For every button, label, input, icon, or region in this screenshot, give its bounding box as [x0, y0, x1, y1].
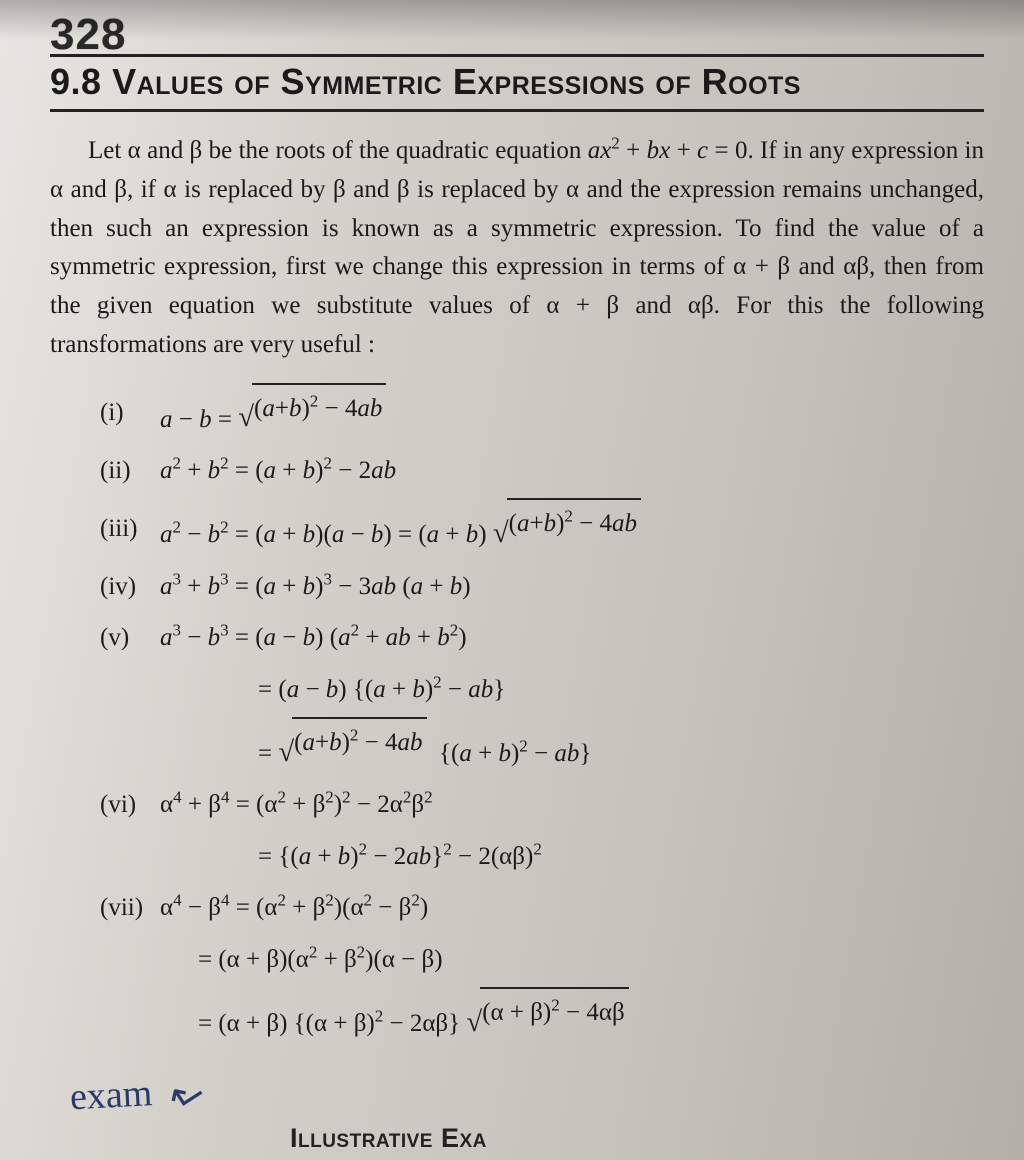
handwritten-annotation: exam ↲ — [69, 1068, 203, 1124]
formula-marker: (vii) — [100, 884, 160, 932]
formula-body: α4 + β4 = (α2 + β2)2 − 2α2β2 — [160, 781, 433, 829]
formula-list: (i) a − b = √(a+b)2 − 4ab (ii) a2 + b2 =… — [50, 383, 984, 1048]
formula-marker: (i) — [100, 389, 160, 437]
formula-vi: (vi) α4 + β4 = (α2 + β2)2 − 2α2β2 — [100, 781, 984, 829]
formula-body: = (α + β)(α2 + β2)(α − β) — [160, 936, 443, 984]
section-number: 9.8 — [50, 61, 102, 102]
page-number-rule — [50, 54, 984, 57]
formula-marker: (iv) — [100, 563, 160, 611]
section-heading: 9.8 Values of Symmetric Expressions of R… — [50, 61, 984, 112]
formula-iii: (iii) a2 − b2 = (a + b)(a − b) = (a + b)… — [100, 498, 984, 558]
formula-v-cont2: = √(a+b)2 − 4ab {(a + b)2 − ab} — [100, 717, 984, 777]
hand-arrow-icon: ↲ — [156, 1067, 214, 1121]
formula-marker: (vi) — [100, 781, 160, 829]
textbook-page: 328 9.8 Values of Symmetric Expressions … — [0, 0, 1024, 1160]
formula-marker: (iii) — [100, 505, 160, 553]
formula-body: a2 + b2 = (a + b)2 − 2ab — [160, 447, 396, 495]
formula-body: a − b = √(a+b)2 − 4ab — [160, 383, 386, 443]
formula-body: = {(a + b)2 − 2ab}2 − 2(αβ)2 — [160, 833, 542, 881]
intro-text: Let α and β be the roots of the quadrati… — [50, 137, 984, 358]
formula-body: = (a − b) {(a + b)2 − ab} — [160, 666, 505, 714]
formula-i: (i) a − b = √(a+b)2 − 4ab — [100, 383, 984, 443]
formula-ii: (ii) a2 + b2 = (a + b)2 − 2ab — [100, 447, 984, 495]
formula-marker: (v) — [100, 614, 160, 662]
formula-marker: (ii) — [100, 447, 160, 495]
formula-vii-cont1: = (α + β)(α2 + β2)(α − β) — [100, 936, 984, 984]
formula-v: (v) a3 − b3 = (a − b) (a2 + ab + b2) — [100, 614, 984, 662]
section-title-text: Values of Symmetric Expressions of Roots — [112, 61, 801, 102]
formula-vi-cont: = {(a + b)2 − 2ab}2 − 2(αβ)2 — [100, 833, 984, 881]
formula-body: a2 − b2 = (a + b)(a − b) = (a + b) √(a+b… — [160, 498, 641, 558]
formula-body: a3 + b3 = (a + b)3 − 3ab (a + b) — [160, 563, 471, 611]
formula-vii: (vii) α4 − β4 = (α2 + β2)(α2 − β2) — [100, 884, 984, 932]
page-number: 328 — [50, 10, 984, 60]
formula-vii-cont2: = (α + β) {(α + β)2 − 2αβ} √(α + β)2 − 4… — [100, 987, 984, 1047]
formula-body: α4 − β4 = (α2 + β2)(α2 − β2) — [160, 884, 428, 932]
handwritten-text: exam — [69, 1072, 153, 1118]
formula-body: = √(a+b)2 − 4ab {(a + b)2 − ab} — [160, 717, 591, 777]
formula-iv: (iv) a3 + b3 = (a + b)3 − 3ab (a + b) — [100, 563, 984, 611]
formula-v-cont1: = (a − b) {(a + b)2 − ab} — [100, 666, 984, 714]
intro-paragraph: Let α and β be the roots of the quadrati… — [50, 132, 984, 365]
formula-body: a3 − b3 = (a − b) (a2 + ab + b2) — [160, 614, 467, 662]
formula-body: = (α + β) {(α + β)2 − 2αβ} √(α + β)2 − 4… — [160, 987, 629, 1047]
